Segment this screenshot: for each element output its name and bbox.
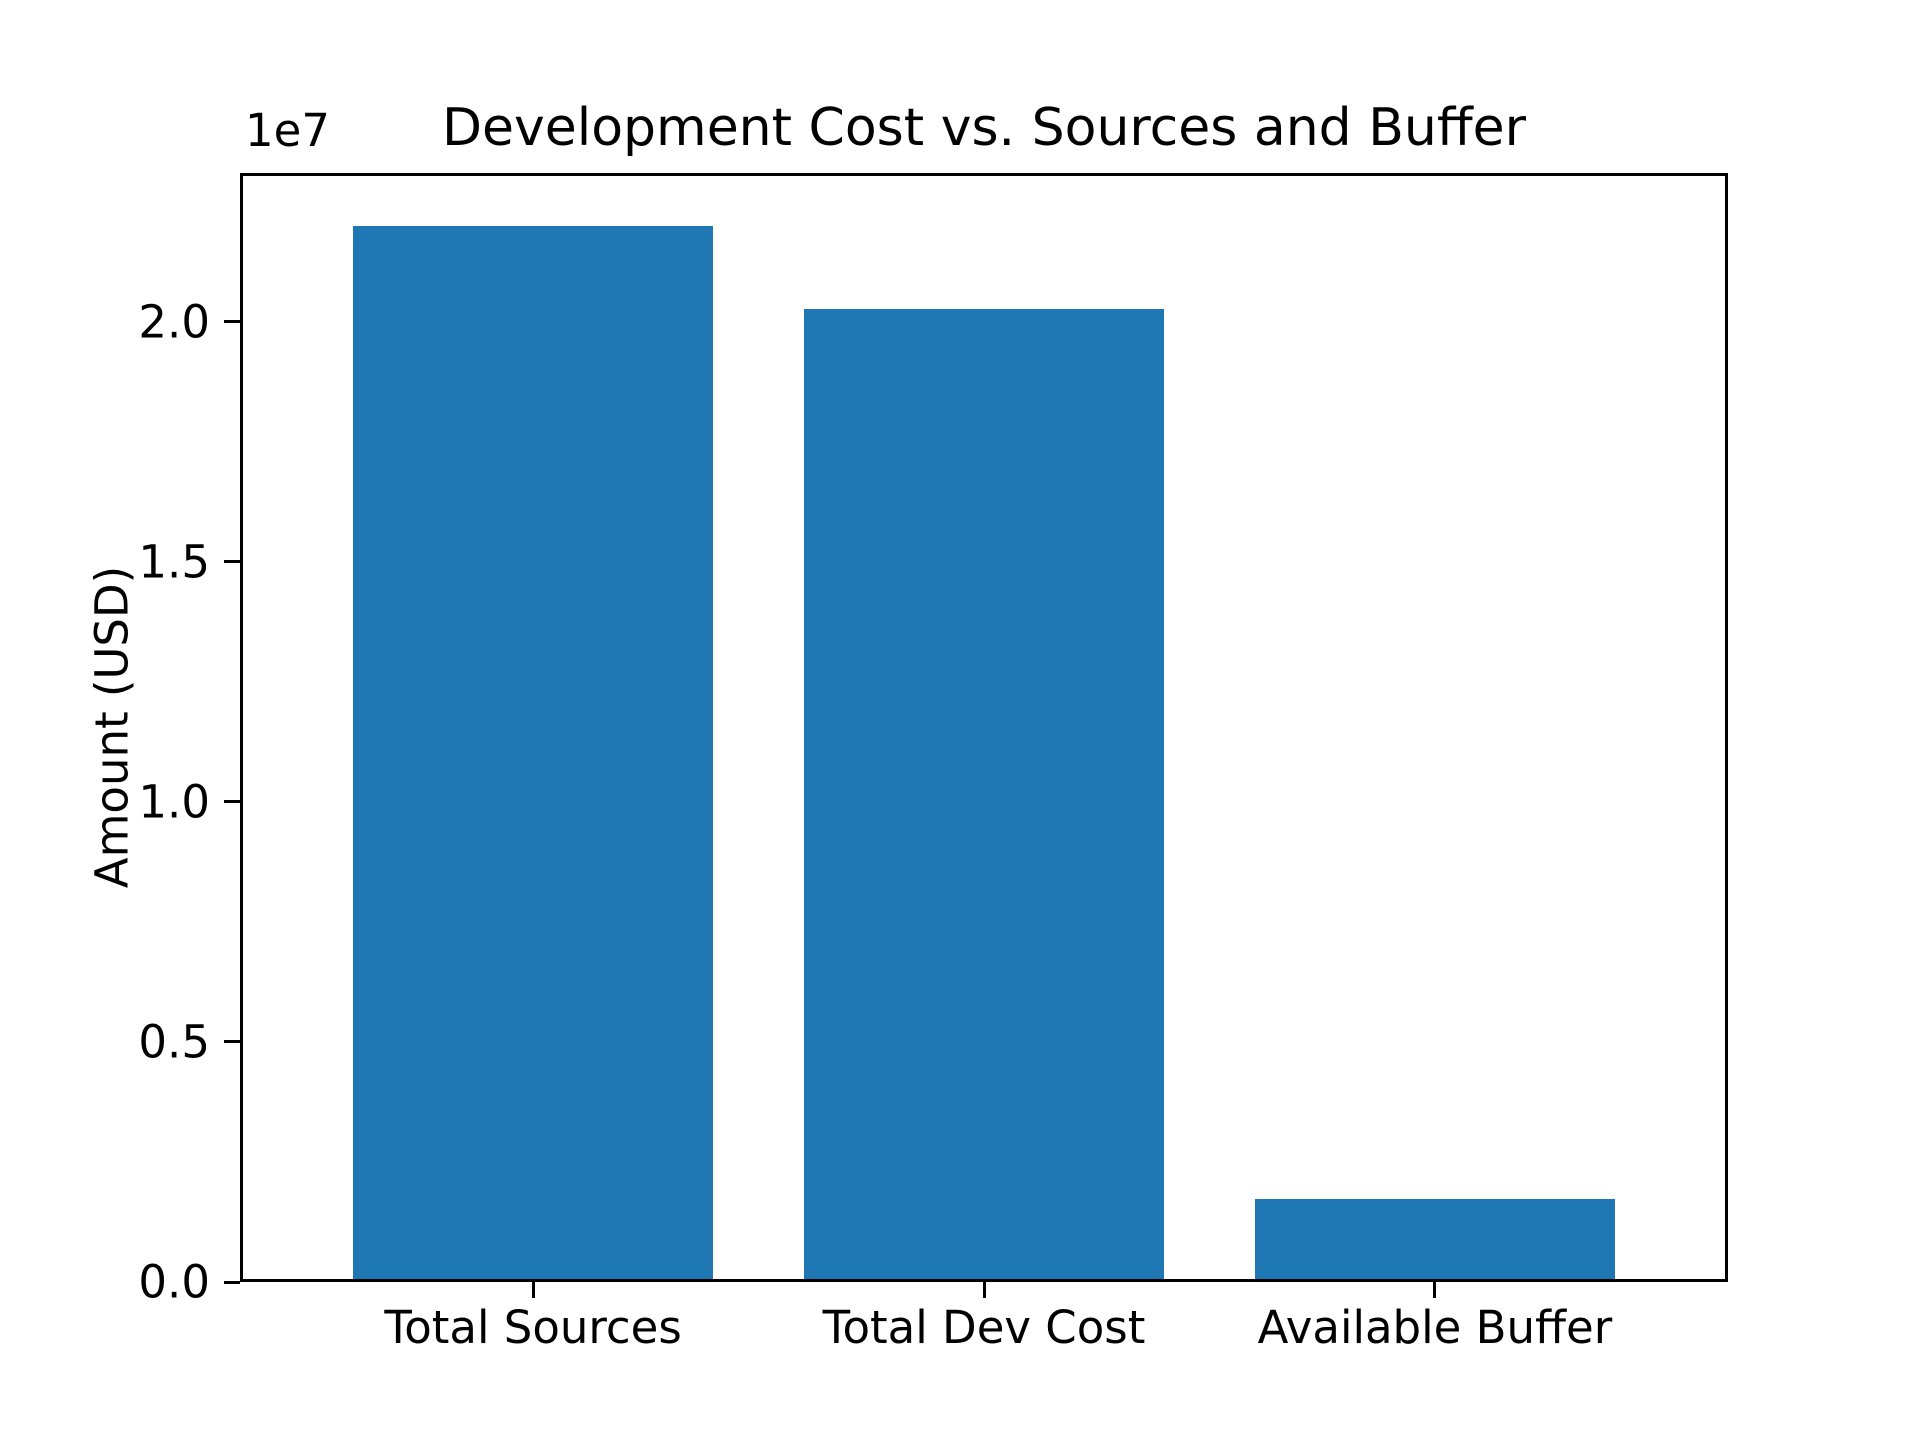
x-tick-mark — [1433, 1282, 1437, 1298]
y-tick-mark — [224, 1040, 240, 1044]
bar-total-sources — [352, 225, 714, 1282]
y-tick-mark — [224, 1280, 240, 1284]
y-tick-label: 0.5 — [138, 1015, 210, 1069]
chart-title: Development Cost vs. Sources and Buffer — [441, 98, 1527, 158]
bar-total-dev-cost — [803, 308, 1165, 1282]
y-tick-mark — [224, 560, 240, 564]
y-axis-offset-label: 1e7 — [245, 104, 330, 157]
bar-available-buffer — [1254, 1199, 1616, 1282]
plot-area-border — [240, 173, 1728, 1282]
y-tick-label: 1.5 — [138, 535, 210, 589]
x-tick-label-total-dev-cost: Total Dev Cost — [822, 1301, 1146, 1354]
x-tick-mark — [531, 1282, 535, 1298]
x-tick-mark — [982, 1282, 986, 1298]
y-tick-mark — [224, 320, 240, 324]
x-tick-label-total-sources: Total Sources — [384, 1301, 682, 1354]
y-tick-label: 0.0 — [138, 1255, 210, 1309]
y-tick-label: 1.0 — [138, 775, 210, 829]
y-tick-mark — [224, 800, 240, 804]
y-tick-label: 2.0 — [138, 295, 210, 349]
x-tick-label-available-buffer: Available Buffer — [1257, 1301, 1613, 1354]
